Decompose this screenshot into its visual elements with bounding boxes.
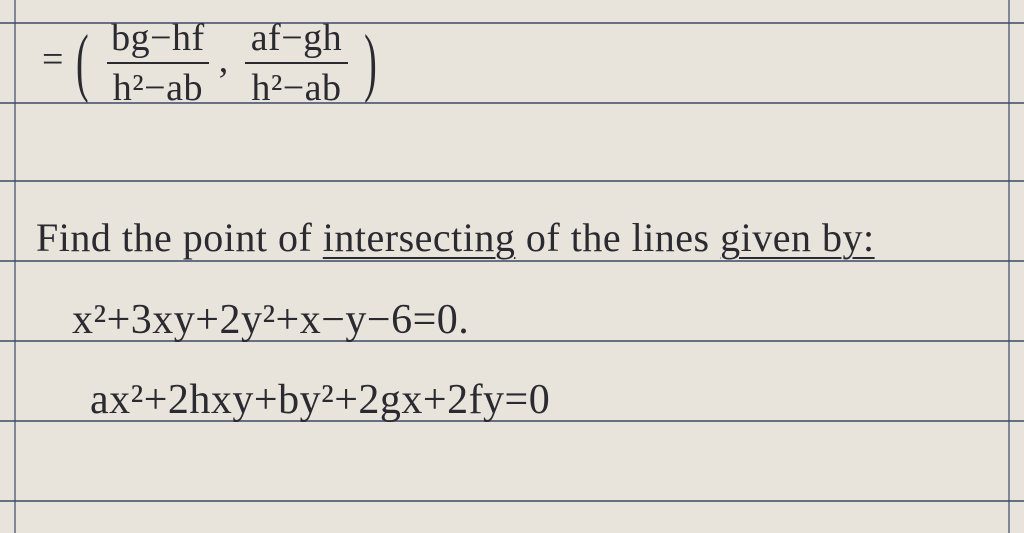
open-paren-icon: ( bbox=[76, 19, 89, 107]
text-c: of the lines bbox=[515, 215, 720, 260]
fraction-1: bg−hf h²−ab bbox=[105, 16, 211, 110]
fraction-2: af−gh h²−ab bbox=[245, 16, 348, 110]
text-b: intersecting bbox=[323, 215, 516, 260]
margin-line-left bbox=[14, 0, 16, 533]
ruled-line bbox=[0, 500, 1024, 502]
equation-line-1: = ( bg−hf h²−ab , af−gh h²−ab ) bbox=[42, 16, 379, 110]
margin-line-right bbox=[1008, 0, 1010, 533]
text-a: Find the point of bbox=[36, 215, 323, 260]
equation-line-3: ax²+2hxy+by²+2gx+2fy=0 bbox=[90, 376, 550, 424]
text-d: given by: bbox=[720, 215, 874, 260]
equation-line-2: x²+3xy+2y²+x−y−6=0. bbox=[72, 296, 469, 344]
notebook-page: = ( bg−hf h²−ab , af−gh h²−ab ) Find the… bbox=[0, 0, 1024, 533]
fraction-2-den: h²−ab bbox=[245, 62, 347, 110]
ruled-line bbox=[0, 180, 1024, 182]
separator: , bbox=[219, 39, 229, 81]
fraction-1-num: bg−hf bbox=[105, 16, 211, 62]
eq-prefix: = bbox=[42, 39, 64, 81]
fraction-2-num: af−gh bbox=[245, 16, 348, 62]
text-line: Find the point of intersecting of the li… bbox=[36, 214, 875, 261]
close-paren-icon: ) bbox=[364, 19, 377, 107]
fraction-1-den: h²−ab bbox=[107, 62, 209, 110]
